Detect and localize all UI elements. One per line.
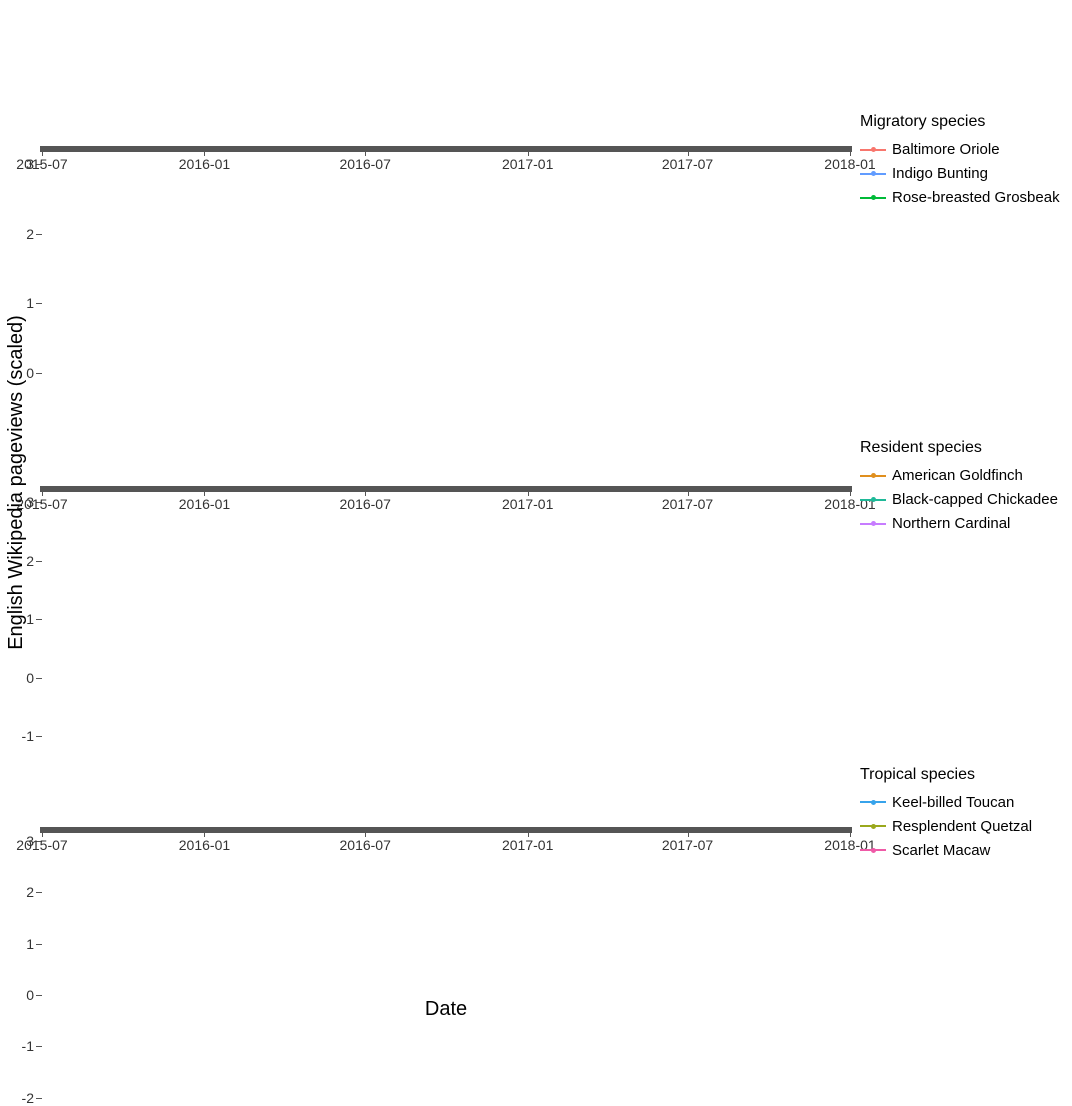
legend-item: Keel-billed Toucan xyxy=(860,794,1072,811)
legend-title: Migratory species xyxy=(860,113,1072,131)
y-axis-label: English Wikipedia pageviews (scaled) xyxy=(2,0,30,965)
panels-container: 01232015-072016-012016-072017-012017-072… xyxy=(40,0,852,979)
legend-2: Tropical species Keel-billed Toucan Resple… xyxy=(856,766,1072,866)
legend-item: American Goldfinch xyxy=(860,467,1072,484)
legends-container: Migratory species Baltimore Oriole Indigo … xyxy=(856,0,1072,979)
legend-item: Scarlet Macaw xyxy=(860,842,1072,859)
legend-item: Baltimore Oriole xyxy=(860,141,1072,158)
panel-1: -101232015-072016-012016-072017-012017-0… xyxy=(40,486,852,492)
legend-item: Black-capped Chickadee xyxy=(860,491,1072,508)
panel-2: -2-101232015-072016-012016-072017-012017… xyxy=(40,827,852,833)
legend-item: Northern Cardinal xyxy=(860,515,1072,532)
legend-title: Resident species xyxy=(860,439,1072,457)
legend-item: Resplendent Quetzal xyxy=(860,818,1072,835)
legend-1: Resident species American Goldfinch Black-… xyxy=(856,439,1072,539)
panel-0: 01232015-072016-012016-072017-012017-072… xyxy=(40,146,852,152)
legend-title: Tropical species xyxy=(860,766,1072,784)
legend-item: Rose-breasted Grosbeak xyxy=(860,189,1072,206)
legend-0: Migratory species Baltimore Oriole Indigo … xyxy=(856,113,1072,213)
x-axis-label: Date xyxy=(40,998,852,1021)
legend-item: Indigo Bunting xyxy=(860,165,1072,182)
figure-root: English Wikipedia pageviews (scaled) 012… xyxy=(0,0,1072,1025)
